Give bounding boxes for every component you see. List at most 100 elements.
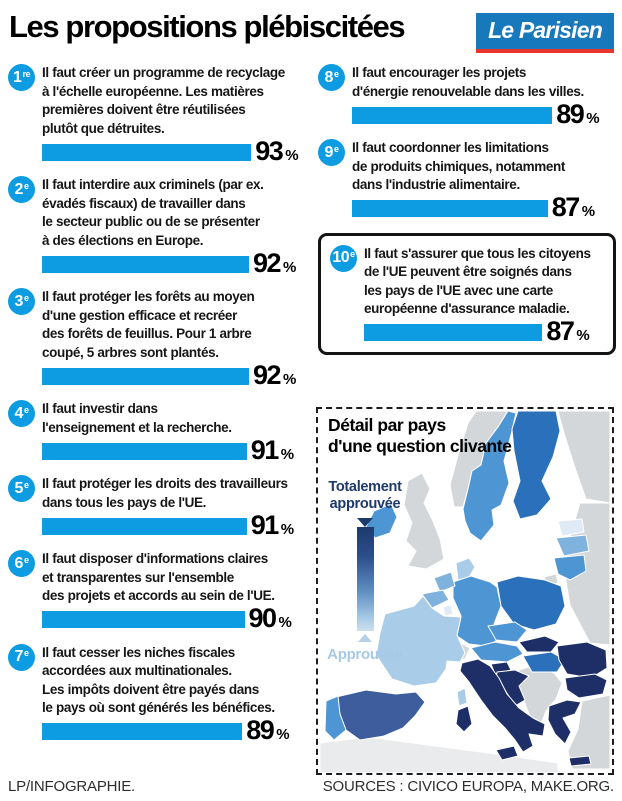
country-latvia [555, 534, 590, 557]
rank-suffix: re [22, 68, 30, 79]
bar-row: 87% [364, 318, 605, 345]
value-bar [352, 106, 553, 124]
country-north-africa [319, 736, 559, 773]
map-legend: Totalement approuvée Approuvée [326, 479, 404, 663]
triangle-down-icon [357, 518, 373, 527]
percent-sign: % [278, 614, 292, 631]
rank-number: 7 [14, 648, 24, 665]
bar-row: 91% [42, 434, 312, 465]
country-lithuania [553, 554, 587, 581]
country-uk [403, 472, 445, 570]
country-corsica [456, 687, 468, 707]
proposal-text: Il faut disposer d'informations claires … [42, 551, 275, 603]
percent-sign: % [280, 520, 295, 538]
legend-label-bottom: Approuvée [327, 646, 403, 663]
le-parisien-logo: Le Parisien [476, 13, 614, 53]
rank-number: 2 [14, 180, 24, 198]
bar-row: 87% [352, 194, 616, 221]
percent-sign: % [276, 726, 290, 743]
country-luxembourg [442, 604, 454, 617]
rank-suffix: e [333, 143, 339, 154]
country-portugal [324, 695, 347, 741]
country-sardinia [455, 705, 473, 733]
rank-number: 4 [14, 404, 24, 422]
europe-map [319, 410, 611, 773]
legend-label-top: Totalement approuvée [328, 479, 402, 512]
country-bulgaria [564, 673, 608, 699]
credit-text: LP/INFOGRAPHIE. [8, 778, 136, 795]
proposal-text: Il faut protéger les droits des travaill… [42, 476, 288, 510]
country-hungary [522, 651, 566, 673]
percent-sign: % [280, 445, 295, 463]
proposal-item-10: 10 e Il faut s'assurer que tous les citoy… [330, 244, 605, 345]
value-label: 90% [248, 603, 292, 633]
rank-suffix: e [23, 292, 29, 303]
percent-sign: % [576, 327, 590, 344]
bar-row: 92% [42, 249, 312, 276]
proposal-text: Il faut s'assurer que tous les citoyens … [364, 245, 591, 317]
value-label: 93% [255, 135, 299, 166]
percent-sign: % [586, 109, 600, 127]
page-title: Les propositions plébiscitées [9, 9, 406, 44]
value-bar [42, 517, 247, 535]
country-france [375, 595, 466, 687]
rank-number: 1 [13, 68, 22, 86]
rank-number: 8 [324, 68, 334, 86]
country-italy [459, 658, 546, 753]
sources-text: SOURCES : CIVICO EUROPA, MAKE.ORG. [322, 778, 615, 795]
callout-connector [416, 371, 476, 409]
value-label: 92% [253, 359, 297, 390]
value-bar [352, 200, 548, 217]
proposal-text: Il faut créer un programme de recyclage … [42, 65, 285, 136]
highlighted-proposal-box: 10 e Il faut s'assurer que tous les citoy… [318, 232, 616, 355]
rank-suffix: e [23, 554, 29, 565]
rank-number: 10 [332, 249, 350, 266]
legend-gradient-bar [356, 527, 374, 631]
bar-row: 90% [42, 603, 312, 633]
rank-badge: 1 re [8, 64, 35, 91]
country-romania [556, 641, 608, 679]
rank-number: 5 [14, 479, 24, 497]
value-label: 89% [246, 715, 290, 745]
country-netherlands [433, 571, 456, 593]
value-bar [42, 143, 252, 161]
bar-row: 89% [352, 100, 616, 127]
country-spain [335, 689, 426, 741]
proposal-text: Il faut protéger les forêts au moyen d'u… [42, 289, 255, 360]
country-czechia [487, 621, 528, 643]
percent-sign: % [283, 370, 297, 388]
value-bar [42, 723, 243, 740]
bar-row: 92% [42, 359, 312, 390]
proposal-text: Il faut encourager les projets d'énergie… [352, 65, 584, 99]
rank-suffix: e [23, 648, 29, 658]
map-panel: Détail par pays d'une question clivante … [316, 407, 614, 775]
value-label: 91% [250, 434, 295, 465]
left-column: 1 re Il faut créer un programme de recycl… [8, 64, 312, 756]
country-denmark [455, 557, 476, 581]
proposal-text: Il faut interdire aux criminels (par ex.… [42, 177, 264, 248]
triangle-up-icon [358, 634, 372, 642]
bar-row: 91% [42, 509, 312, 540]
rank-suffix: e [350, 249, 355, 259]
rank-number: 6 [14, 554, 24, 572]
country-russia [557, 410, 611, 504]
value-label: 91% [250, 509, 295, 540]
rank-suffix: e [23, 180, 29, 191]
percent-sign: % [285, 146, 299, 164]
bar-row: 93% [42, 135, 312, 166]
